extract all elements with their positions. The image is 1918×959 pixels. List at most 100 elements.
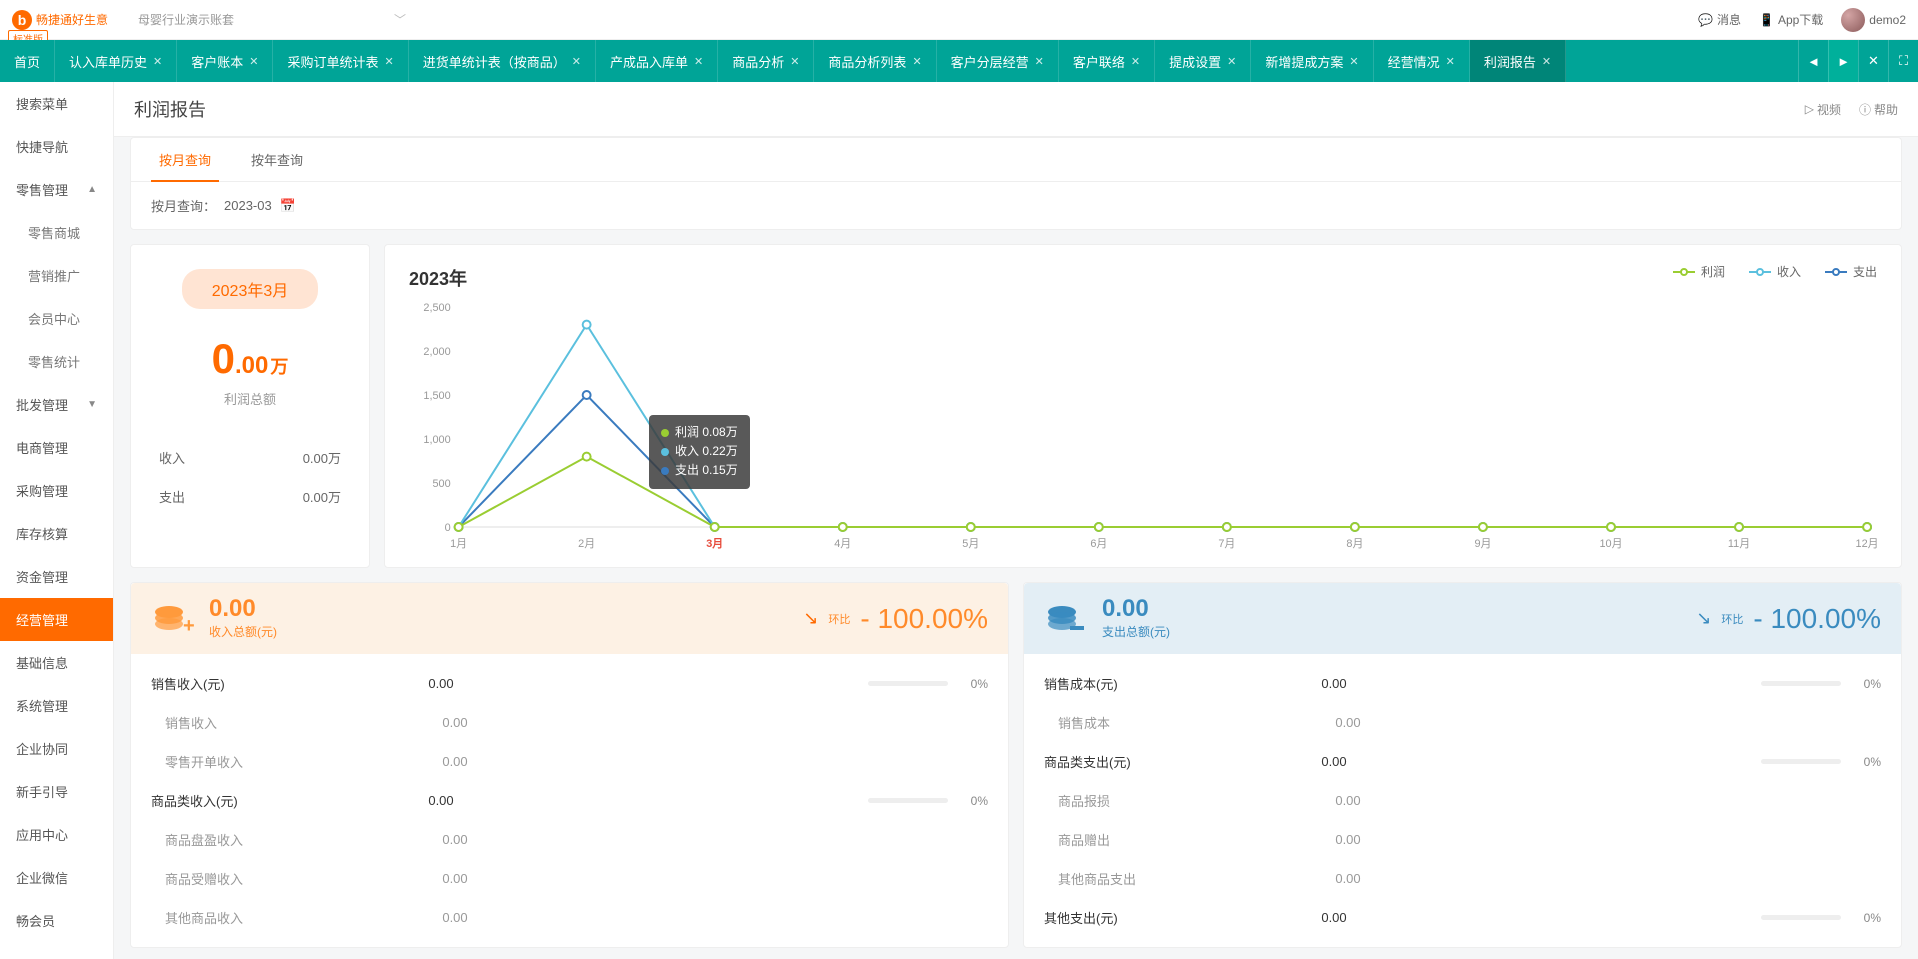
sub-tab[interactable]: 按月查询 — [151, 138, 219, 181]
income-breakdown: 销售收入(元)0.000%销售收入0.00零售开单收入0.00商品类收入(元)0… — [131, 654, 1008, 947]
svg-text:0: 0 — [445, 522, 451, 534]
legend-item[interactable]: 利润 — [1673, 263, 1725, 280]
query-panel: 按月查询按年查询 按月查询： 2023-03 📅 — [130, 137, 1902, 230]
sidebar-item[interactable]: 新手引导 — [0, 770, 113, 813]
tab[interactable]: 认入库单历史✕ — [55, 40, 177, 82]
svg-text:+: + — [183, 615, 195, 637]
help-link[interactable]: ⓘ 帮助 — [1859, 101, 1898, 118]
svg-text:7月: 7月 — [1218, 538, 1235, 550]
breakdown-row: 其他商品支出0.00 — [1044, 859, 1881, 898]
close-icon[interactable]: ✕ — [694, 55, 703, 68]
tab[interactable]: 商品分析列表✕ — [814, 40, 936, 82]
tab[interactable]: 提成设置✕ — [1155, 40, 1251, 82]
close-icon[interactable]: ✕ — [249, 55, 258, 68]
tab[interactable]: 客户分层经营✕ — [937, 40, 1059, 82]
account-select[interactable]: 母婴行业演示账套 ﹀ — [138, 11, 406, 28]
sidebar-item[interactable]: 批发管理▼ — [0, 383, 113, 426]
top-header: b 畅捷通好生意 标准版 母婴行业演示账套 ﹀ 💬 消息 📱 App下载 dem… — [0, 0, 1918, 40]
tab[interactable]: 经营情况✕ — [1374, 40, 1470, 82]
svg-text:1,000: 1,000 — [423, 434, 450, 446]
tab[interactable]: 利润报告✕ — [1470, 40, 1566, 82]
breakdown-row: 商品类支出(元)0.000% — [1044, 742, 1881, 781]
sidebar-item[interactable]: 经营管理 — [0, 598, 113, 641]
account-name: 母婴行业演示账套 — [138, 11, 234, 28]
sidebar-item[interactable]: 零售统计 — [0, 340, 113, 383]
tabs-prev[interactable]: ◄ — [1798, 40, 1828, 82]
breakdown-row: 销售成本0.00 — [1044, 703, 1881, 742]
close-icon[interactable]: ✕ — [572, 55, 581, 68]
sidebar-item[interactable]: 企业协同 — [0, 727, 113, 770]
breakdown-row: 销售收入0.00 — [151, 703, 988, 742]
sub-tab[interactable]: 按年查询 — [243, 138, 311, 181]
tabs-fullscreen[interactable]: ⛶ — [1888, 40, 1918, 82]
app-download-link[interactable]: 📱 App下载 — [1759, 11, 1823, 28]
sidebar-item[interactable]: 企业微信 — [0, 856, 113, 899]
svg-text:5月: 5月 — [962, 538, 979, 550]
income-pct: - 100.00% — [860, 603, 988, 635]
close-icon[interactable]: ✕ — [1446, 55, 1455, 68]
logo: b 畅捷通好生意 — [12, 10, 108, 30]
breakdown-row: 其他支出(元)0.000% — [1044, 898, 1881, 937]
income-total-label: 收入总额(元) — [209, 623, 277, 640]
profit-label: 利润总额 — [151, 389, 349, 408]
close-icon[interactable]: ✕ — [1131, 55, 1140, 68]
sidebar-item[interactable]: 系统管理 — [0, 684, 113, 727]
svg-text:10月: 10月 — [1599, 538, 1622, 550]
tab[interactable]: 进货单统计表（按商品）✕ — [409, 40, 596, 82]
sidebar-item[interactable]: 电商管理 — [0, 426, 113, 469]
video-link[interactable]: ▷ 视频 — [1805, 101, 1841, 118]
close-icon[interactable]: ✕ — [1035, 55, 1044, 68]
close-icon[interactable]: ✕ — [1349, 55, 1358, 68]
sidebar-item[interactable]: 畅会员 — [0, 899, 113, 942]
page-header: 利润报告 ▷ 视频 ⓘ 帮助 — [114, 82, 1918, 137]
trend-down-icon: ↘ — [803, 608, 818, 629]
close-icon[interactable]: ✕ — [153, 55, 162, 68]
breakdown-row: 商品受赠收入0.00 — [151, 859, 988, 898]
close-icon[interactable]: ✕ — [790, 55, 799, 68]
close-icon[interactable]: ✕ — [1227, 55, 1236, 68]
query-value[interactable]: 2023-03 — [224, 198, 272, 213]
tab[interactable]: 首页 — [0, 40, 55, 82]
user-menu[interactable]: demo2 — [1841, 8, 1906, 32]
tab[interactable]: 客户账本✕ — [177, 40, 273, 82]
tab[interactable]: 新增提成方案✕ — [1251, 40, 1373, 82]
chart-tooltip: 利润 0.08万收入 0.22万支出 0.15万 — [649, 415, 750, 489]
close-icon[interactable]: ✕ — [385, 55, 394, 68]
sidebar-item[interactable]: 应用中心 — [0, 813, 113, 856]
sub-tabs: 按月查询按年查询 — [131, 138, 1901, 182]
sidebar-item[interactable]: 搜索菜单 — [0, 82, 113, 125]
tabs-next[interactable]: ► — [1828, 40, 1858, 82]
logo-text: 畅捷通好生意 — [36, 11, 108, 28]
svg-text:6月: 6月 — [1090, 538, 1107, 550]
tab[interactable]: 产成品入库单✕ — [596, 40, 718, 82]
sidebar-item[interactable]: 零售商城 — [0, 211, 113, 254]
sidebar-item[interactable]: 基础信息 — [0, 641, 113, 684]
tab[interactable]: 客户联络✕ — [1059, 40, 1155, 82]
close-icon[interactable]: ✕ — [1542, 55, 1551, 68]
expense-total: 0.00 — [1102, 597, 1170, 621]
breakdown-row: 商品盘盈收入0.00 — [151, 820, 988, 859]
messages-link[interactable]: 💬 消息 — [1698, 11, 1741, 28]
sidebar-item[interactable]: 营销推广 — [0, 254, 113, 297]
legend-item[interactable]: 收入 — [1749, 263, 1801, 280]
breakdown-row: 商品类收入(元)0.000% — [151, 781, 988, 820]
tabs-close-all[interactable]: ✕ — [1858, 40, 1888, 82]
chevron-icon: ▲ — [87, 184, 97, 195]
close-icon[interactable]: ✕ — [912, 55, 921, 68]
sidebar-item[interactable]: 资金管理 — [0, 555, 113, 598]
avatar — [1841, 8, 1865, 32]
legend-item[interactable]: 支出 — [1825, 263, 1877, 280]
month-pill: 2023年3月 — [182, 269, 319, 309]
sidebar-item[interactable]: 会员中心 — [0, 297, 113, 340]
sidebar-item[interactable]: 采购管理 — [0, 469, 113, 512]
tab[interactable]: 采购订单统计表✕ — [273, 40, 408, 82]
chart-title: 2023年 — [409, 265, 1877, 291]
query-label: 按月查询： — [151, 196, 216, 215]
sidebar-item[interactable]: 零售管理▲ — [0, 168, 113, 211]
sidebar-item[interactable]: 快捷导航 — [0, 125, 113, 168]
tab[interactable]: 商品分析✕ — [718, 40, 814, 82]
expense-metric-card: 0.00 支出总额(元) ↘ 环比 - 100.00% 销售成本(元)0.000… — [1023, 582, 1902, 948]
calendar-icon[interactable]: 📅 — [280, 198, 296, 214]
breakdown-row: 商品赠出0.00 — [1044, 820, 1881, 859]
sidebar-item[interactable]: 库存核算 — [0, 512, 113, 555]
